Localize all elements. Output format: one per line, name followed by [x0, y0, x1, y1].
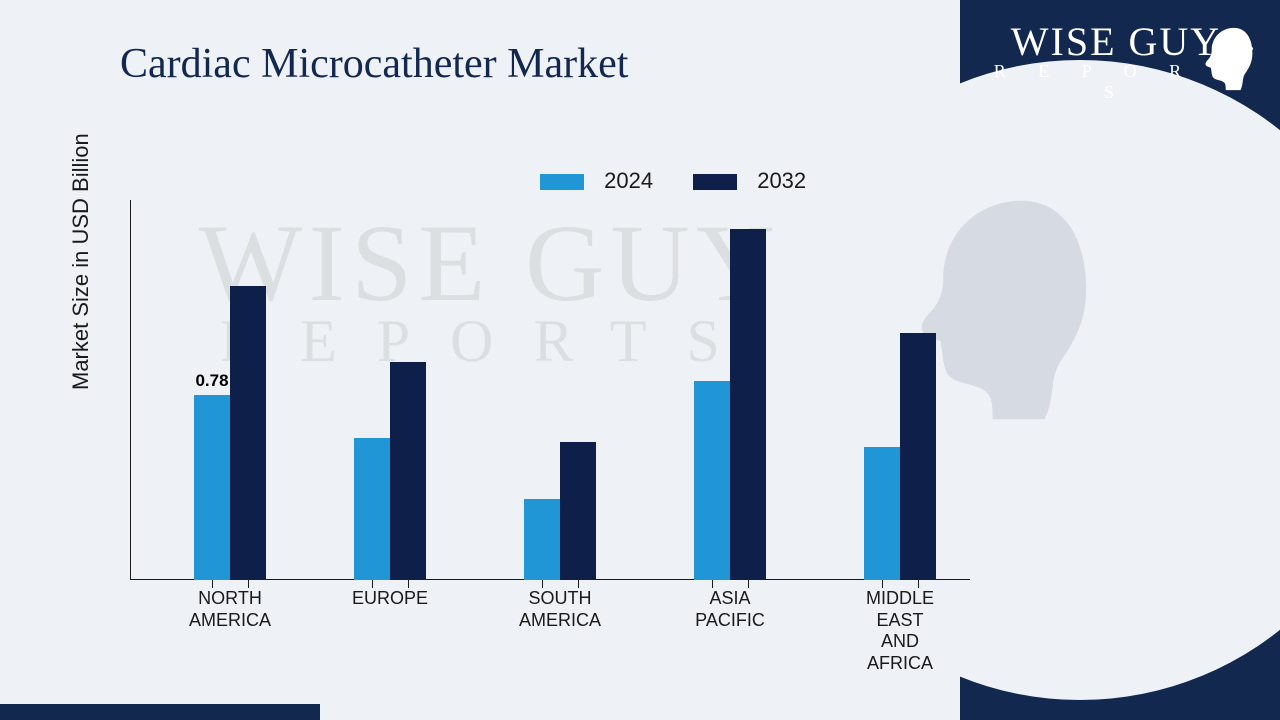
x-tick [748, 580, 749, 588]
bottom-strip [0, 704, 320, 720]
logo-head-icon [1188, 22, 1262, 96]
x-tick [212, 580, 213, 588]
bar [354, 438, 390, 581]
x-tick [248, 580, 249, 588]
category-label: SOUTHAMERICA [485, 588, 635, 631]
x-tick [882, 580, 883, 588]
bar-value-label: 0.78 [195, 371, 228, 391]
bar [390, 362, 426, 581]
bar [864, 447, 900, 580]
bar [694, 381, 730, 581]
bar-group: SOUTHAMERICA [500, 200, 620, 580]
bar-group: EUROPE [330, 200, 450, 580]
stage: WISE GUY R E P O R T S Cardiac Microcath… [0, 0, 1280, 720]
bar [194, 395, 230, 580]
category-label: MIDDLEEASTANDAFRICA [825, 588, 975, 674]
bar [560, 442, 596, 580]
x-tick [918, 580, 919, 588]
brand-logo: WISE GUY R E P O R T S [976, 18, 1256, 103]
bar [900, 333, 936, 580]
bar-group: 0.78NORTHAMERICA [170, 200, 290, 580]
chart-title: Cardiac Microcatheter Market [120, 40, 628, 88]
bar-group: MIDDLEEASTANDAFRICA [840, 200, 960, 580]
y-axis-label: Market Size in USD Billion [68, 133, 94, 390]
bar [524, 499, 560, 580]
x-tick [408, 580, 409, 588]
x-tick [578, 580, 579, 588]
chart-area: Market Size in USD Billion 0.78NORTHAMER… [60, 150, 980, 670]
x-tick [542, 580, 543, 588]
x-tick [372, 580, 373, 588]
bar [730, 229, 766, 581]
x-tick [712, 580, 713, 588]
category-label: ASIAPACIFIC [655, 588, 805, 631]
bar-group: ASIAPACIFIC [670, 200, 790, 580]
category-label: NORTHAMERICA [155, 588, 305, 631]
y-axis-line [130, 200, 131, 580]
bar [230, 286, 266, 581]
category-label: EUROPE [315, 588, 465, 610]
plot-area: 0.78NORTHAMERICA EUROPE SOUTHAMERICA ASIAPA… [130, 200, 970, 580]
